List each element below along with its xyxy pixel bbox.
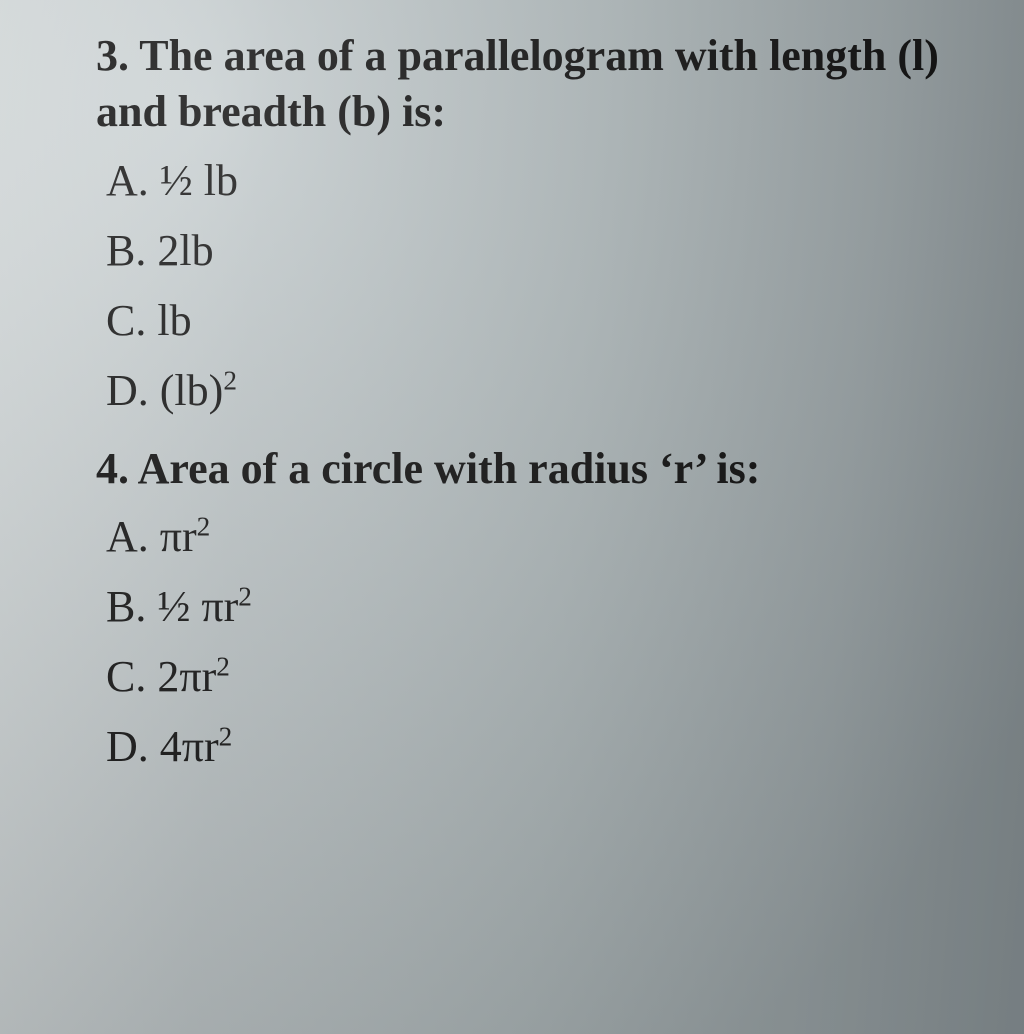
question-4-number: 4. [96, 444, 129, 493]
page: 3. The area of a parallelogram with leng… [96, 28, 976, 797]
question-3-body: The area of a parallelogram with length … [96, 31, 939, 136]
option-label: ½ lb [160, 156, 238, 205]
option-label: 4πr2 [160, 722, 233, 771]
question-4-options: A. πr2 B. ½ πr2 C. 2πr2 D. 4πr2 [106, 515, 976, 769]
question-4-option-b: B. ½ πr2 [106, 585, 976, 629]
option-label: 2πr2 [157, 652, 230, 701]
option-letter: A. [106, 156, 149, 205]
option-letter: B. [106, 226, 146, 275]
question-3-option-a: A. ½ lb [106, 159, 976, 203]
option-letter: C. [106, 652, 146, 701]
option-letter: C. [106, 296, 146, 345]
option-label: lb [157, 296, 191, 345]
option-label: ½ πr2 [157, 582, 252, 631]
question-3-options: A. ½ lb B. 2lb C. lb D. (lb)2 [106, 159, 976, 413]
question-4-option-d: D. 4πr2 [106, 725, 976, 769]
option-letter: D. [106, 722, 149, 771]
question-4: 4. Area of a circle with radius ‘r’ is: … [96, 441, 976, 769]
question-4-body: Area of a circle with radius ‘r’ is: [138, 444, 761, 493]
option-letter: A. [106, 512, 149, 561]
option-letter: D. [106, 366, 149, 415]
option-label: πr2 [160, 512, 211, 561]
question-3-text: 3. The area of a parallelogram with leng… [96, 28, 976, 141]
question-4-text: 4. Area of a circle with radius ‘r’ is: [96, 441, 976, 497]
question-3-number: 3. [96, 31, 129, 80]
question-3: 3. The area of a parallelogram with leng… [96, 28, 976, 413]
question-4-option-a: A. πr2 [106, 515, 976, 559]
option-label: (lb)2 [160, 366, 237, 415]
option-label: 2lb [157, 226, 213, 275]
question-3-option-c: C. lb [106, 299, 976, 343]
question-3-option-d: D. (lb)2 [106, 369, 976, 413]
question-4-option-c: C. 2πr2 [106, 655, 976, 699]
question-3-option-b: B. 2lb [106, 229, 976, 273]
option-letter: B. [106, 582, 146, 631]
